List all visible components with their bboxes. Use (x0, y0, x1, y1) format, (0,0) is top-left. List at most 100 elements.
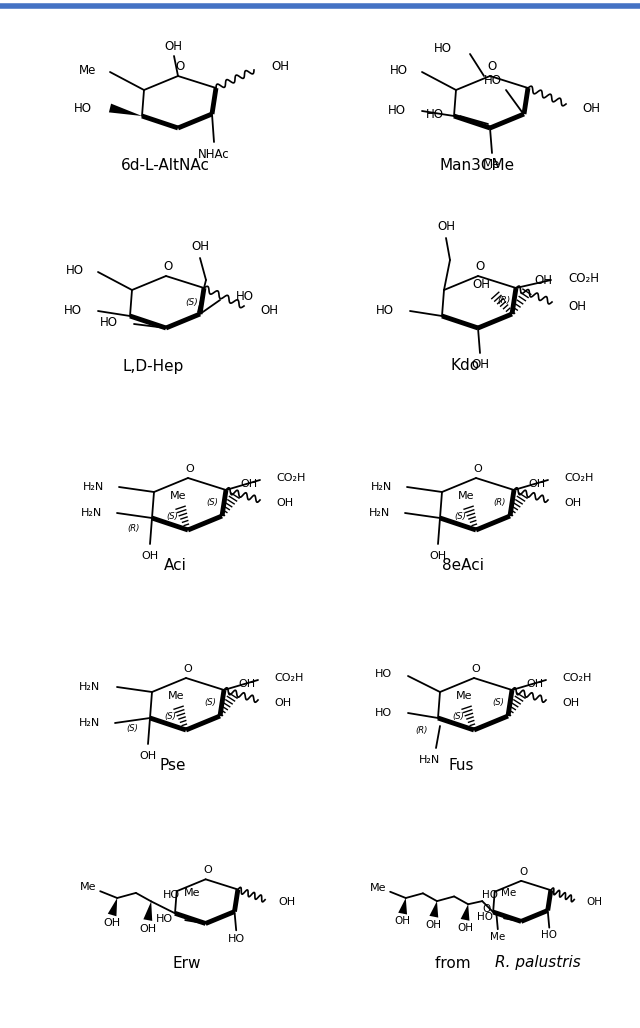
Text: HO: HO (375, 669, 392, 680)
Text: Me: Me (370, 883, 386, 892)
Text: CO₂H: CO₂H (562, 673, 591, 683)
Text: CO₂H: CO₂H (276, 473, 305, 483)
Text: O: O (488, 61, 497, 73)
Text: O: O (483, 904, 491, 914)
Text: OH: OH (164, 39, 182, 52)
Text: from: from (435, 955, 476, 970)
Text: Man3CMe: Man3CMe (440, 158, 515, 174)
Text: O: O (519, 867, 527, 877)
Text: O: O (175, 61, 184, 73)
Text: HO: HO (376, 303, 394, 317)
Text: OH: OH (562, 698, 579, 708)
Text: OH: OH (104, 918, 121, 928)
Text: HO: HO (66, 263, 84, 277)
Text: (S): (S) (452, 711, 464, 721)
Text: R. palustris: R. palustris (495, 955, 580, 970)
Text: HO: HO (100, 317, 118, 330)
Text: NHAc: NHAc (198, 147, 230, 160)
Text: O: O (184, 664, 193, 674)
Polygon shape (143, 902, 152, 921)
Text: OH: OH (564, 498, 581, 508)
Text: OH: OH (271, 61, 289, 73)
Text: Fus: Fus (448, 758, 474, 772)
Text: OH: OH (260, 303, 278, 317)
Text: Me: Me (79, 64, 96, 76)
Text: (S): (S) (204, 698, 216, 706)
Text: OH: OH (240, 479, 257, 489)
Text: HO: HO (541, 930, 557, 941)
Text: HO: HO (375, 708, 392, 718)
Text: Me: Me (80, 882, 96, 892)
Text: OH: OH (278, 897, 296, 908)
Text: HO: HO (388, 104, 406, 116)
Polygon shape (429, 902, 438, 918)
Text: H₂N: H₂N (79, 682, 100, 692)
Text: OH: OH (238, 680, 255, 689)
Text: H₂N: H₂N (419, 755, 440, 765)
Text: HO: HO (74, 102, 92, 114)
Text: H₂N: H₂N (81, 508, 102, 518)
Polygon shape (109, 104, 142, 116)
Text: Me: Me (184, 888, 200, 897)
Text: HO: HO (477, 913, 493, 922)
Text: H₂N: H₂N (371, 482, 392, 492)
Text: CO₂H: CO₂H (564, 473, 593, 483)
Text: OH: OH (457, 923, 473, 932)
Text: HO: HO (390, 64, 408, 76)
Text: (S): (S) (166, 512, 178, 520)
Text: OH: OH (429, 551, 447, 561)
Text: OH: OH (528, 479, 545, 489)
Text: OH: OH (472, 278, 490, 291)
Text: O: O (186, 464, 195, 474)
Text: OH: OH (526, 680, 543, 689)
Text: OH: OH (395, 916, 411, 926)
Text: H₂N: H₂N (369, 508, 390, 518)
Text: O: O (476, 260, 484, 273)
Text: (S): (S) (454, 512, 466, 520)
Text: (S): (S) (126, 724, 138, 733)
Text: HO: HO (484, 73, 502, 86)
Polygon shape (461, 905, 470, 921)
Text: (S): (S) (164, 711, 176, 721)
Text: Me: Me (456, 691, 472, 701)
Text: CO₂H: CO₂H (274, 673, 303, 683)
Text: OH: OH (534, 273, 552, 287)
Text: OH: OH (587, 896, 603, 907)
Text: O: O (474, 464, 483, 474)
Text: HO: HO (64, 303, 82, 317)
Text: Me: Me (168, 691, 184, 701)
Text: OH: OH (140, 923, 156, 933)
Text: HO: HO (228, 933, 244, 944)
Text: OH: OH (140, 751, 157, 761)
Text: H₂N: H₂N (83, 482, 104, 492)
Text: (R): (R) (416, 726, 428, 734)
Text: Me: Me (458, 491, 474, 501)
Text: O: O (472, 664, 481, 674)
Text: HO: HO (236, 290, 254, 302)
Text: OH: OH (141, 551, 159, 561)
Text: HO: HO (482, 890, 498, 900)
Text: Aci: Aci (164, 557, 186, 573)
Text: (R): (R) (497, 295, 511, 304)
Text: H₂N: H₂N (79, 718, 100, 728)
Text: HO: HO (156, 914, 173, 924)
Text: 8eAci: 8eAci (442, 557, 484, 573)
Text: CO₂H: CO₂H (568, 272, 599, 286)
Text: HO: HO (434, 41, 452, 54)
Text: OH: OH (276, 498, 293, 508)
Text: OH: OH (471, 359, 489, 371)
Polygon shape (398, 898, 407, 915)
Text: OH: OH (582, 102, 600, 114)
Text: Me: Me (501, 888, 516, 898)
Text: OH: OH (568, 299, 586, 313)
Text: Erw: Erw (173, 955, 201, 970)
Text: Me: Me (483, 157, 500, 171)
Text: (S): (S) (206, 498, 218, 507)
Text: Pse: Pse (160, 758, 186, 772)
Text: O: O (163, 260, 173, 273)
Text: L,D-Hep: L,D-Hep (122, 359, 184, 373)
Text: (R): (R) (494, 498, 506, 507)
Text: (S): (S) (186, 297, 198, 306)
Text: Kdo: Kdo (451, 359, 479, 373)
Text: O: O (204, 866, 212, 875)
